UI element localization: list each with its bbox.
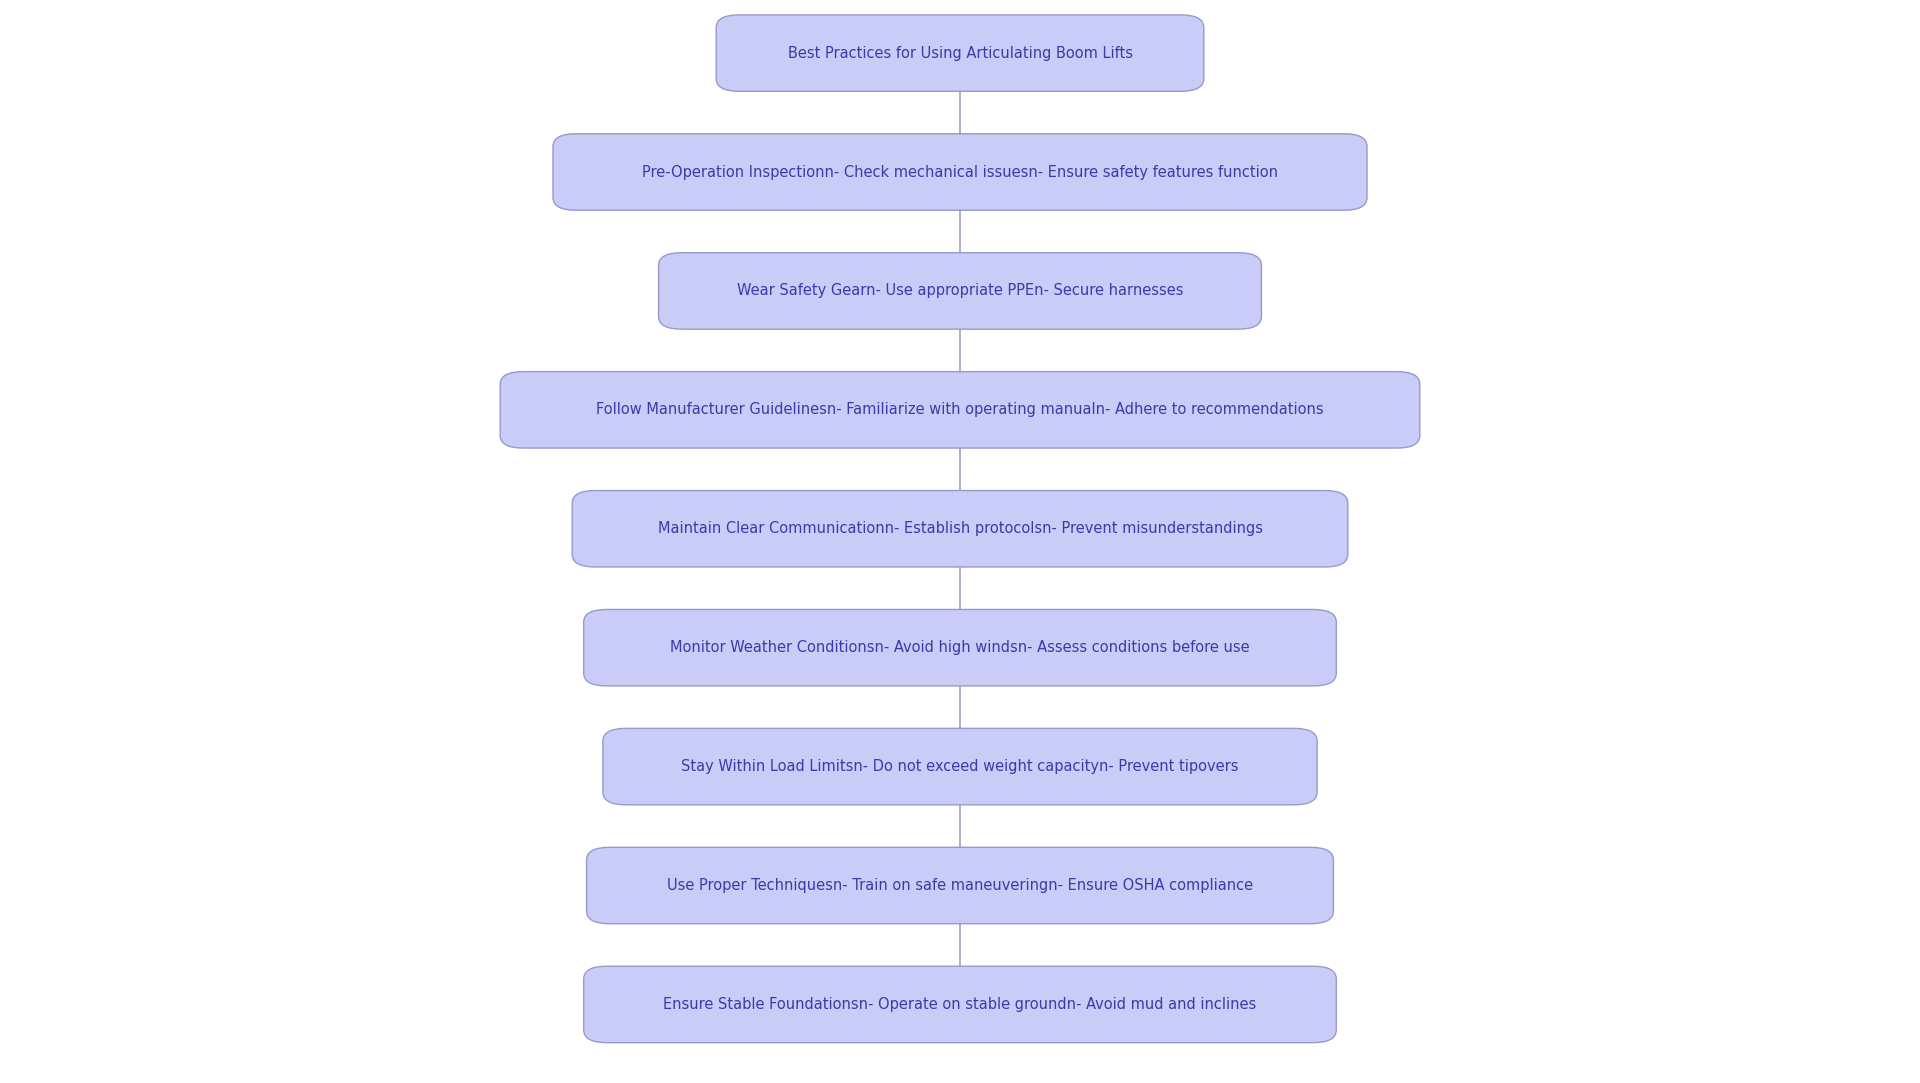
FancyBboxPatch shape — [572, 491, 1348, 567]
FancyBboxPatch shape — [588, 847, 1332, 924]
FancyBboxPatch shape — [553, 134, 1367, 210]
Text: Follow Manufacturer Guidelinesn- Familiarize with operating manualn- Adhere to r: Follow Manufacturer Guidelinesn- Familia… — [597, 403, 1323, 417]
Text: Maintain Clear Communicationn- Establish protocolsn- Prevent misunderstandings: Maintain Clear Communicationn- Establish… — [657, 521, 1263, 536]
Text: Wear Safety Gearn- Use appropriate PPEn- Secure harnesses: Wear Safety Gearn- Use appropriate PPEn-… — [737, 284, 1183, 299]
Text: Ensure Stable Foundationsn- Operate on stable groundn- Avoid mud and inclines: Ensure Stable Foundationsn- Operate on s… — [664, 997, 1256, 1012]
FancyBboxPatch shape — [584, 966, 1336, 1043]
FancyBboxPatch shape — [716, 15, 1204, 91]
Text: Best Practices for Using Articulating Boom Lifts: Best Practices for Using Articulating Bo… — [787, 45, 1133, 61]
Text: Monitor Weather Conditionsn- Avoid high windsn- Assess conditions before use: Monitor Weather Conditionsn- Avoid high … — [670, 640, 1250, 655]
FancyBboxPatch shape — [499, 371, 1421, 448]
FancyBboxPatch shape — [603, 729, 1317, 805]
FancyBboxPatch shape — [659, 252, 1261, 329]
Text: Stay Within Load Limitsn- Do not exceed weight capacityn- Prevent tipovers: Stay Within Load Limitsn- Do not exceed … — [682, 759, 1238, 774]
Text: Use Proper Techniquesn- Train on safe maneuveringn- Ensure OSHA compliance: Use Proper Techniquesn- Train on safe ma… — [666, 878, 1254, 893]
Text: Pre-Operation Inspectionn- Check mechanical issuesn- Ensure safety features func: Pre-Operation Inspectionn- Check mechani… — [641, 165, 1279, 180]
FancyBboxPatch shape — [584, 610, 1336, 686]
